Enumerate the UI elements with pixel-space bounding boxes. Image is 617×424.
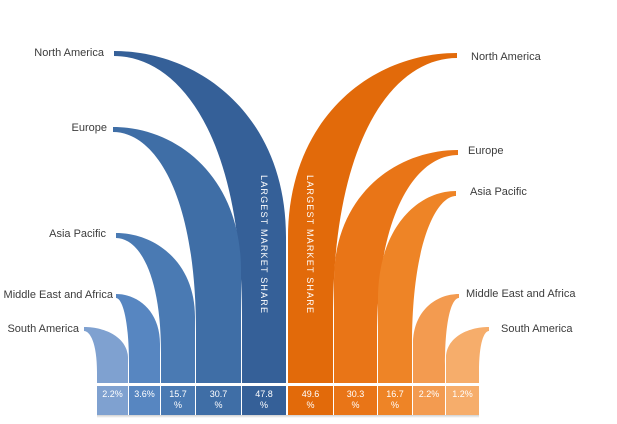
- band-cell-left-south-america: 2.2%: [97, 386, 128, 415]
- swoosh-right-north-america: [288, 53, 457, 383]
- band-cell-right-europe: 30.3 %: [334, 386, 377, 415]
- band-cell-right-south-america: 1.2%: [446, 386, 479, 415]
- band-cell-left-north-america: 47.8 %: [242, 386, 286, 415]
- center-title-right: LARGEST MARKET SHARE: [305, 175, 315, 315]
- region-label-left-europe: Europe: [71, 122, 107, 134]
- region-label-left-middle-east-africa: Middle East and Africa: [3, 289, 113, 301]
- swoosh-left-north-america: [114, 51, 286, 383]
- band-cell-left-asia-pacific: 15.7 %: [161, 386, 195, 415]
- region-label-right-middle-east-africa: Middle East and Africa: [466, 288, 576, 300]
- band-cell-right-middle-east-africa: 2.2%: [413, 386, 445, 415]
- swoosh-left-middle-east-africa: [116, 294, 160, 383]
- region-label-right-asia-pacific: Asia Pacific: [470, 186, 527, 198]
- region-label-left-south-america: South America: [7, 323, 79, 335]
- swoosh-right-middle-east-africa: [413, 294, 459, 383]
- swoosh-left-south-america: [84, 327, 128, 383]
- swoosh-right-europe: [334, 150, 458, 383]
- region-label-left-asia-pacific: Asia Pacific: [49, 228, 106, 240]
- swoosh-left-asia-pacific: [116, 233, 195, 383]
- region-label-left-north-america: North America: [34, 47, 104, 59]
- swoosh-left-europe: [113, 127, 241, 383]
- center-title-left: LARGEST MARKET SHARE: [259, 175, 269, 315]
- band-cell-left-middle-east-africa: 3.6%: [129, 386, 160, 415]
- region-label-right-north-america: North America: [471, 51, 541, 63]
- band-cell-right-asia-pacific: 16.7 %: [378, 386, 412, 415]
- swoosh-right-south-america: [446, 327, 489, 383]
- band-shadow: [97, 415, 479, 418]
- band-cell-right-north-america: 49.6 %: [288, 386, 333, 415]
- band-cell-left-europe: 30.7 %: [196, 386, 241, 415]
- swoosh-right-asia-pacific: [378, 191, 456, 383]
- region-label-right-europe: Europe: [468, 145, 504, 157]
- region-label-right-south-america: South America: [501, 323, 573, 335]
